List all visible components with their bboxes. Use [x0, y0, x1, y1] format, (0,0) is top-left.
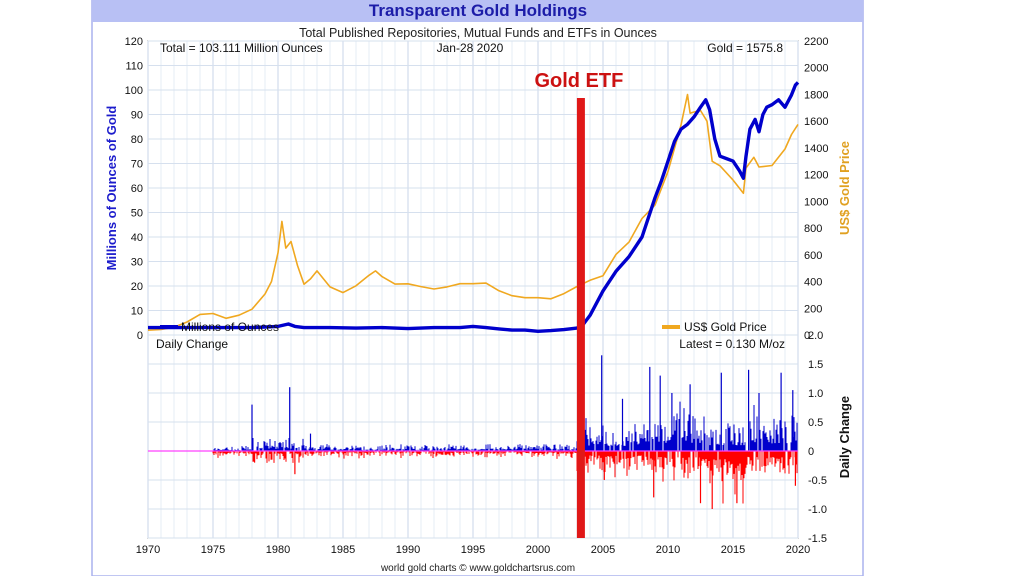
y-tick-label-right: 2200: [804, 36, 828, 48]
chart-title: Transparent Gold Holdings: [369, 1, 587, 20]
daily-change-title: Daily Change: [156, 337, 228, 351]
x-tick-label: 1985: [331, 544, 355, 556]
y-tick-label-left: 40: [131, 232, 143, 244]
y-tick-label-right: 2000: [804, 63, 828, 75]
y-tick-label-daily: 1.0: [808, 388, 823, 400]
gold-price-annotation: Gold = 1575.8: [707, 41, 783, 55]
legend: Millions of Ounces US$ Gold Price: [160, 320, 767, 334]
y-tick-label-left: 60: [131, 183, 143, 195]
x-tick-label: 2020: [786, 544, 810, 556]
y-tick-label-left: 50: [131, 208, 143, 220]
x-tick-label: 1970: [136, 544, 160, 556]
y-tick-label-left: 20: [131, 281, 143, 293]
gold-etf-label: Gold ETF: [534, 70, 623, 92]
series-lines: [147, 81, 800, 333]
y-tick-label-right: 600: [804, 250, 822, 262]
y-tick-label-daily: 0: [808, 446, 814, 458]
y-tick-label-right: 0: [804, 330, 810, 342]
date-annotation: Jan-28 2020: [437, 41, 504, 55]
y-tick-label-left: 0: [137, 330, 143, 342]
tick-labels: 0102030405060708090100110120020040060080…: [125, 36, 829, 556]
y-tick-label-daily: 0.5: [808, 417, 823, 429]
y-tick-label-right: 1400: [804, 143, 828, 155]
y-tick-label-left: 30: [131, 257, 143, 269]
total-annotation: Total = 103.111 Million Ounces: [160, 41, 323, 55]
y-tick-label-left: 10: [131, 306, 143, 318]
chart-subtitle: Total Published Repositories, Mutual Fun…: [299, 26, 657, 40]
x-tick-label: 2015: [721, 544, 745, 556]
title-bar: [92, 0, 863, 22]
y-tick-label-daily: -0.5: [808, 475, 827, 487]
y-tick-label-right: 400: [804, 277, 822, 289]
x-tick-label: 2005: [591, 544, 615, 556]
x-tick-label: 1980: [266, 544, 290, 556]
y-tick-label-daily: -1.0: [808, 504, 827, 516]
legend-label-price: US$ Gold Price: [684, 320, 767, 334]
y-tick-label-right: 1600: [804, 116, 828, 128]
x-tick-label: 1990: [396, 544, 420, 556]
daily-change-axis-title: Daily Change: [837, 396, 852, 478]
y-tick-label-left: 70: [131, 159, 143, 171]
y-axis-title-right: US$ Gold Price: [837, 141, 852, 235]
y-tick-label-right: 800: [804, 223, 822, 235]
y-tick-label-right: 1200: [804, 170, 828, 182]
y-tick-label-right: 1800: [804, 89, 828, 101]
y-tick-label-daily: 2.0: [808, 330, 823, 342]
y-tick-label-left: 90: [131, 110, 143, 122]
x-tick-label: 1995: [461, 544, 485, 556]
x-tick-label: 2010: [656, 544, 680, 556]
x-tick-label: 1975: [201, 544, 225, 556]
y-tick-label-right: 200: [804, 303, 822, 315]
y-tick-label-left: 100: [125, 85, 143, 97]
y-tick-label-left: 120: [125, 36, 143, 48]
grid: [147, 40, 799, 539]
gold-price-line: [147, 93, 799, 331]
latest-annotation: Latest = 0.130 M/oz: [679, 337, 785, 351]
daily-change-bars: [148, 355, 798, 509]
footer-credit: world gold charts © www.goldchartsrus.co…: [380, 563, 575, 574]
y-tick-label-daily: 1.5: [808, 359, 823, 371]
y-axis-title-left: Millions of Ounces of Gold: [104, 106, 119, 271]
legend-label-ounces: Millions of Ounces: [181, 320, 279, 334]
x-tick-label: 2000: [526, 544, 550, 556]
gold-etf-marker: [576, 98, 585, 538]
y-tick-label-left: 80: [131, 134, 143, 146]
y-tick-label-daily: -1.5: [808, 533, 827, 545]
y-tick-label-right: 1000: [804, 196, 828, 208]
holdings-line: [148, 81, 800, 333]
y-tick-label-left: 110: [125, 61, 143, 73]
